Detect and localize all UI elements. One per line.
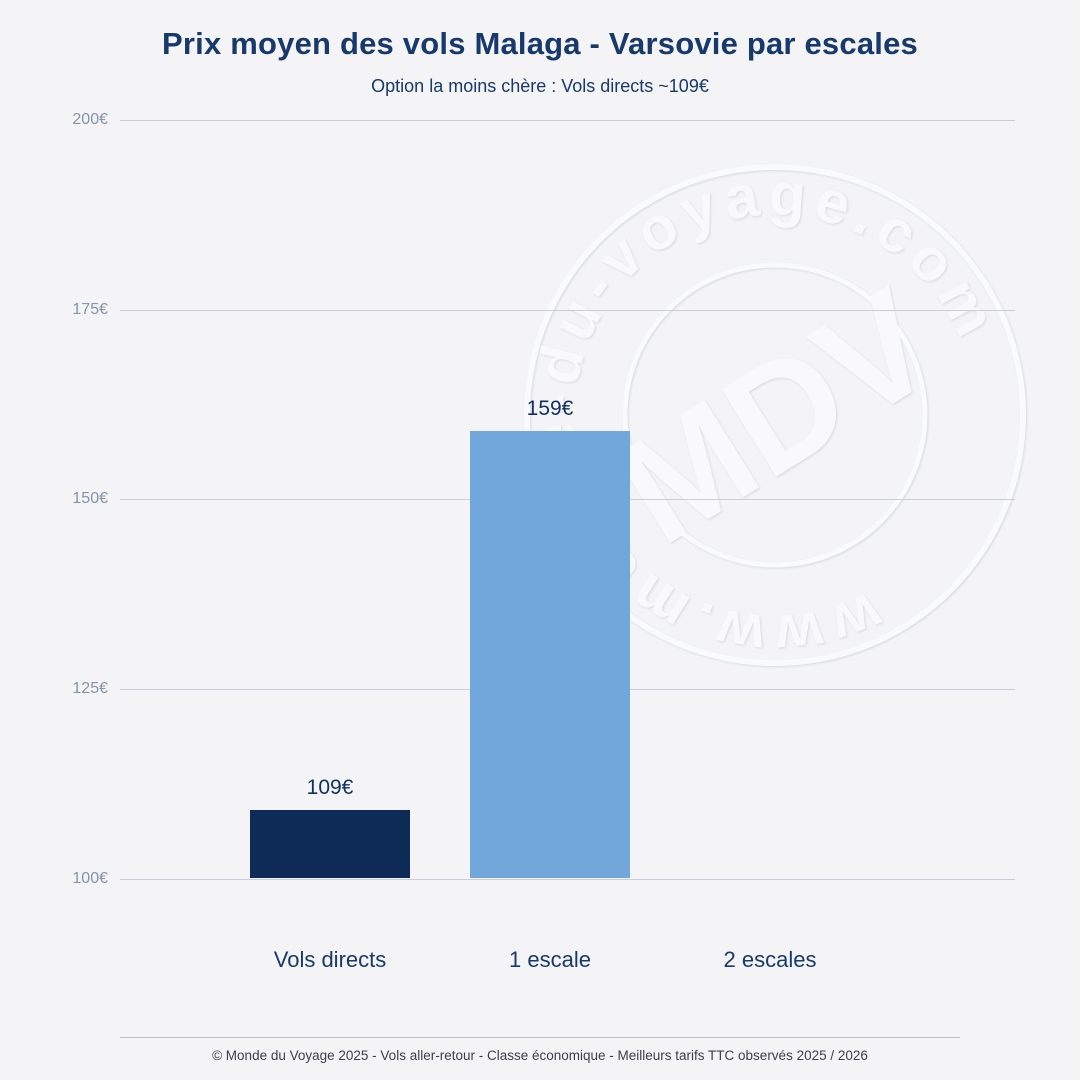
page-title: Prix moyen des vols Malaga - Varsovie pa… xyxy=(162,26,918,61)
y-axis-tick-label: 200€ xyxy=(72,111,108,128)
value-label-vols-directs: 109€ xyxy=(306,776,354,800)
y-axis-tick-label: 125€ xyxy=(72,679,108,697)
gridline-100 xyxy=(120,878,1015,880)
category-label-2-escales: 2 escales xyxy=(723,947,817,972)
footer-divider xyxy=(120,1037,960,1038)
gridline-200 xyxy=(120,120,1015,121)
y-axis-tick-label: 100€ xyxy=(72,869,108,887)
footer-credit: © Monde du Voyage 2025 - Vols aller-reto… xyxy=(212,1048,868,1063)
gridline-175 xyxy=(120,309,1015,311)
category-label-1-escale: 1 escale xyxy=(509,947,591,972)
category-label-vols-directs: Vols directs xyxy=(273,947,387,972)
value-label-1-escale: 159€ xyxy=(526,396,574,420)
bar-vols-directs xyxy=(250,810,410,879)
y-axis-tick-label: 175€ xyxy=(72,300,108,318)
page-subtitle: Option la moins chère : Vols directs ~10… xyxy=(371,76,709,96)
y-axis-tick-label: 150€ xyxy=(72,490,108,508)
bar-1-escale xyxy=(470,430,630,879)
